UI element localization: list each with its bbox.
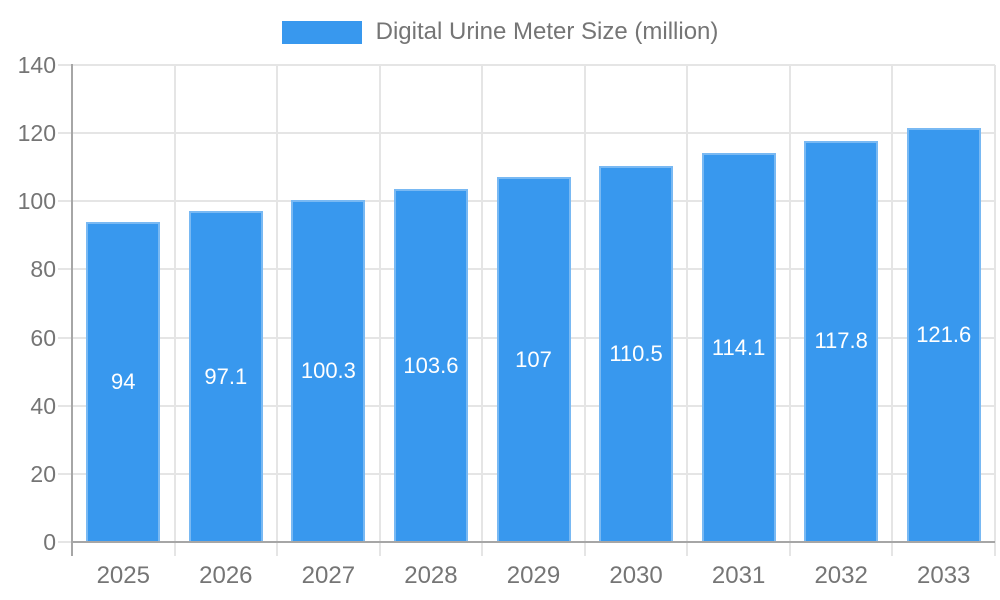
y-axis-tick-label: 120 — [17, 120, 56, 147]
x-axis-tick-label: 2032 — [814, 562, 868, 589]
legend-label: Digital Urine Meter Size (million) — [375, 18, 719, 45]
y-axis-tick-label: 20 — [30, 460, 56, 487]
y-axis-tick-label: 60 — [30, 324, 56, 351]
bar-2028[interactable] — [393, 189, 468, 542]
x-axis-tick-label: 2029 — [506, 562, 561, 589]
y-axis-tick-label: 140 — [17, 52, 56, 78]
y-axis-line — [71, 64, 73, 556]
x-axis-tick-label: 2030 — [609, 562, 663, 589]
y-axis-tick-label: 80 — [30, 256, 56, 283]
y-axis-tick-label: 0 — [43, 529, 56, 555]
x-gridline — [378, 65, 381, 556]
x-gridline — [788, 65, 791, 556]
y-axis-tick-label: 40 — [30, 392, 56, 419]
y-gridline — [58, 64, 995, 66]
x-axis-tick-label: 2033 — [917, 562, 971, 589]
bar-2026[interactable] — [188, 211, 263, 542]
y-axis-tick-label: 100 — [17, 188, 56, 215]
x-gridline — [173, 65, 176, 556]
x-gridline — [481, 65, 484, 556]
x-axis-tick-label: 2031 — [711, 562, 766, 589]
bar-2032[interactable] — [804, 140, 879, 542]
x-gridline — [994, 65, 996, 556]
x-axis-line — [71, 541, 995, 543]
bar-2033[interactable] — [906, 127, 981, 542]
bar-2025[interactable] — [86, 221, 161, 542]
legend-swatch-icon — [281, 20, 362, 44]
x-gridline — [686, 65, 689, 556]
x-axis-tick-label: 2026 — [199, 562, 253, 589]
legend-item[interactable]: Digital Urine Meter Size (million) — [0, 18, 1000, 46]
x-axis-tick-label: 2025 — [96, 562, 150, 589]
x-gridline — [583, 65, 586, 556]
bar-2029[interactable] — [496, 177, 571, 542]
x-axis-tick-label: 2028 — [404, 562, 458, 589]
bar-2031[interactable] — [701, 153, 776, 542]
bar-2027[interactable] — [291, 200, 366, 542]
bar-2030[interactable] — [599, 165, 674, 542]
y-gridline — [58, 132, 995, 135]
x-axis-tick-label: 2027 — [301, 562, 356, 589]
x-gridline — [276, 65, 279, 556]
x-gridline — [891, 65, 894, 556]
